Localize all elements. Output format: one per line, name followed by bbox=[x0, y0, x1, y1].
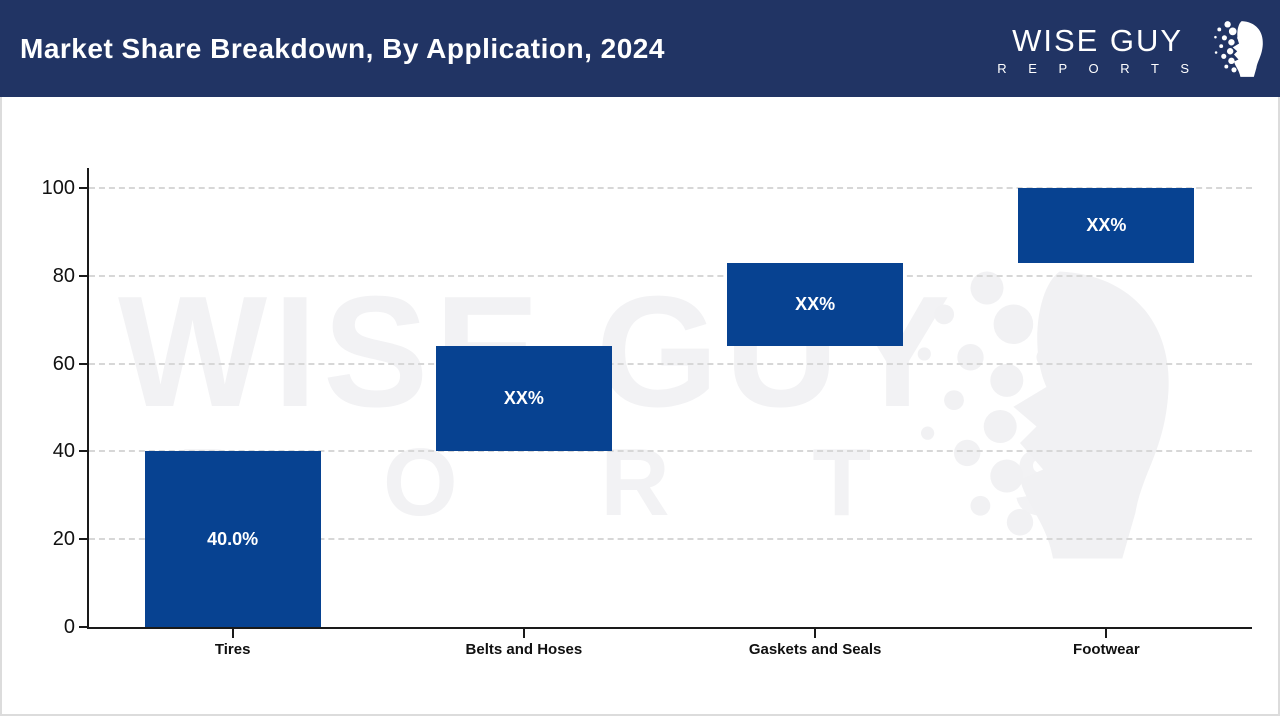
y-axis-tick bbox=[79, 274, 87, 277]
logo-text: WISE GUY R E P O R T S bbox=[997, 23, 1198, 76]
chart-canvas bbox=[0, 97, 1280, 716]
x-axis-tick bbox=[814, 629, 817, 638]
market-share-bar: 40.0% bbox=[144, 451, 321, 627]
y-axis-tick-label: 60 bbox=[52, 352, 75, 375]
y-axis-tick-label: 0 bbox=[63, 616, 75, 638]
x-axis-line bbox=[87, 627, 1252, 629]
y-axis-tick-label: 20 bbox=[52, 528, 75, 551]
gridline bbox=[89, 538, 1252, 541]
y-axis-tick bbox=[79, 538, 87, 541]
y-axis-tick-label: 100 bbox=[41, 177, 75, 199]
x-axis-tick bbox=[231, 629, 234, 638]
x-axis-tick bbox=[1105, 629, 1108, 638]
wise-guy-reports-logo: WISE GUY R E P O R T S bbox=[997, 6, 1266, 92]
bar-value-label: XX% bbox=[503, 388, 544, 409]
logo-subtitle: R E P O R T S bbox=[997, 60, 1198, 76]
x-axis-category-label: Tires bbox=[214, 641, 251, 658]
y-axis-tick bbox=[79, 362, 87, 365]
y-axis-tick bbox=[79, 626, 87, 628]
market-share-bar: XX% bbox=[435, 346, 612, 452]
x-axis-category-label: Belts and Hoses bbox=[465, 641, 583, 658]
x-axis-tick bbox=[522, 629, 525, 638]
watermark-subtitle: P O R T S bbox=[178, 429, 1136, 536]
bar-value-label: XX% bbox=[1086, 214, 1127, 235]
market-share-bar: XX% bbox=[727, 262, 904, 347]
y-axis-tick bbox=[79, 187, 87, 189]
page-title: Market Share Breakdown, By Application, … bbox=[20, 32, 665, 64]
y-axis-line bbox=[87, 168, 89, 629]
logo-wordmark: WISE GUY bbox=[1012, 22, 1184, 58]
gridline bbox=[89, 362, 1252, 365]
gridline bbox=[89, 274, 1252, 277]
watermark-face-icon bbox=[917, 271, 1169, 559]
bar-value-label: 40.0% bbox=[207, 528, 259, 549]
header-bar: Market Share Breakdown, By Application, … bbox=[0, 0, 1280, 97]
y-axis-tick bbox=[79, 450, 87, 453]
x-axis-category-label: Gaskets and Seals bbox=[748, 641, 882, 658]
y-axis-tick-label: 80 bbox=[52, 264, 75, 287]
y-axis-tick-label: 40 bbox=[52, 440, 75, 463]
bar-value-label: XX% bbox=[795, 293, 836, 314]
x-axis-category-label: Footwear bbox=[1073, 641, 1140, 658]
gridline bbox=[89, 450, 1252, 453]
gridline bbox=[89, 187, 1252, 189]
market-share-bar: XX% bbox=[1018, 188, 1195, 263]
dotted-face-logo-icon bbox=[1214, 21, 1263, 77]
